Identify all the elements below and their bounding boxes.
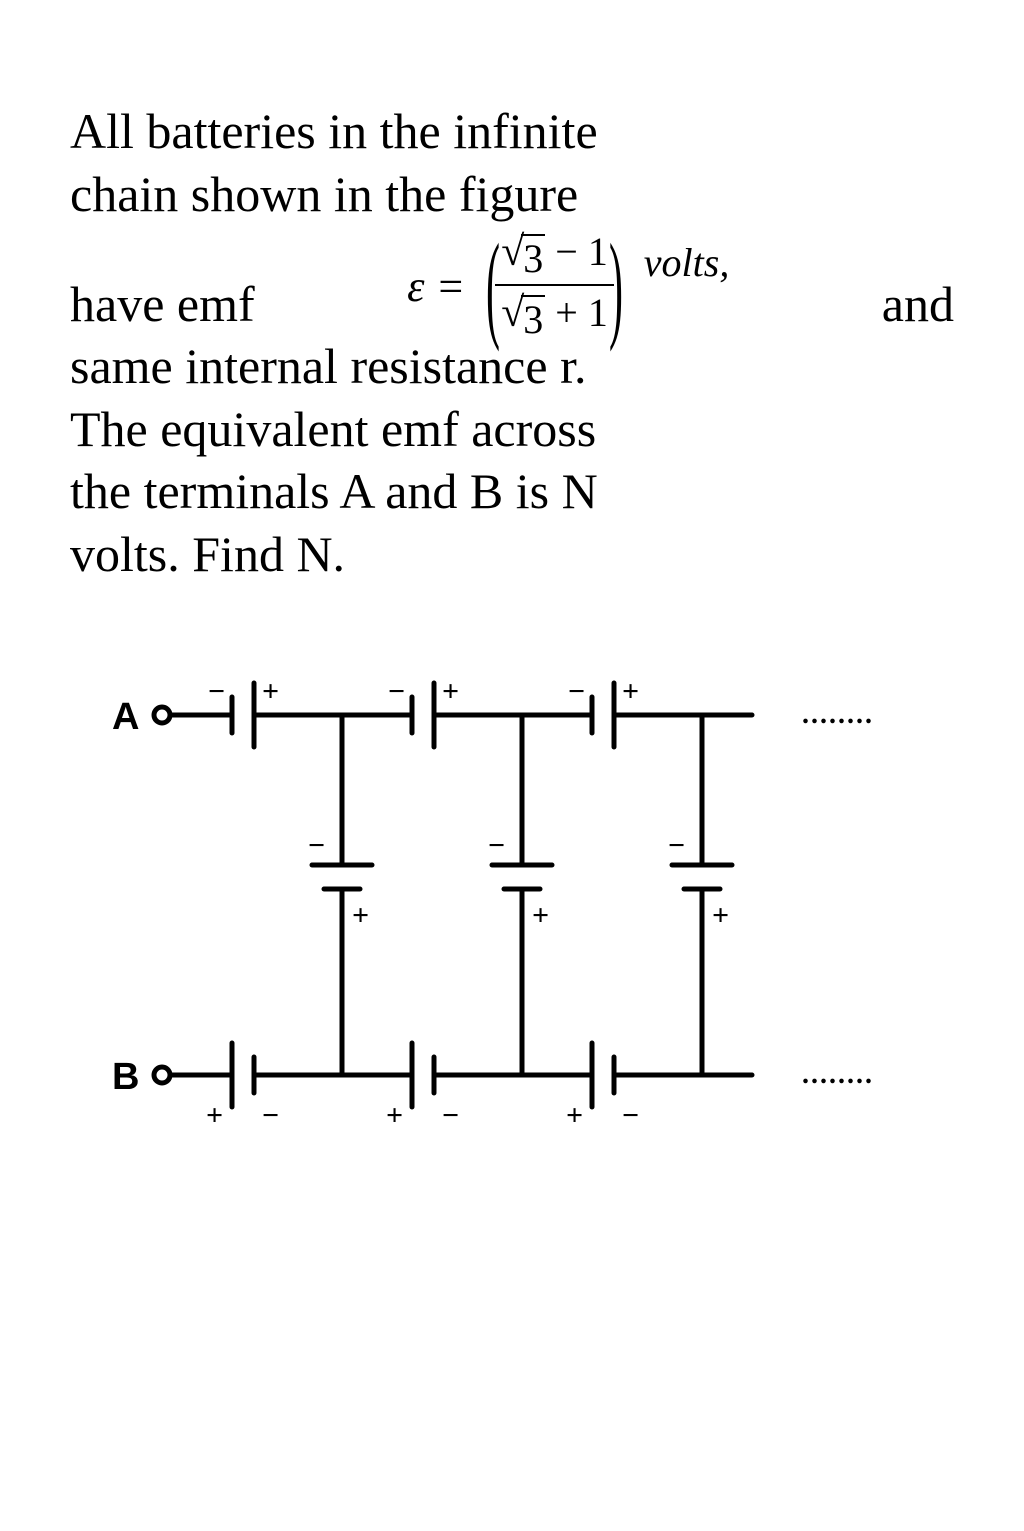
left-paren: ( xyxy=(486,238,500,334)
volts-label: volts, xyxy=(644,239,730,286)
text-line-4: The equivalent emf across xyxy=(70,398,954,461)
circuit-diagram: A − + − + − + ........ xyxy=(102,645,922,1165)
text-line-2: chain shown in the figure xyxy=(70,163,954,226)
text-line-5: the terminals A and B is N xyxy=(70,460,954,523)
svg-text:+: + xyxy=(712,899,729,932)
svg-text:+: + xyxy=(206,1099,223,1132)
svg-text:+: + xyxy=(442,675,459,708)
right-paren: ) xyxy=(609,238,623,334)
equals-sign: = xyxy=(438,261,463,312)
svg-text:+: + xyxy=(352,899,369,932)
sqrt-numerator: √3 xyxy=(501,231,545,282)
terminal-b-label: B xyxy=(112,1056,139,1098)
svg-text:−: − xyxy=(262,1099,279,1132)
svg-text:−: − xyxy=(622,1099,639,1132)
fraction: √3 − 1 √3 + 1 xyxy=(495,229,614,343)
emf-formula: ε = ( √3 − 1 √3 + 1 ) volts, xyxy=(407,229,729,343)
svg-text:−: − xyxy=(568,675,585,708)
text-line-1: All batteries in the infinite xyxy=(70,100,954,163)
bottom-dots: ........ xyxy=(802,1059,874,1090)
svg-text:−: − xyxy=(488,829,505,862)
epsilon-symbol: ε xyxy=(407,261,424,312)
svg-text:+: + xyxy=(262,675,279,708)
svg-text:+: + xyxy=(532,899,549,932)
terminal-a-label: A xyxy=(112,696,139,738)
text-line-3: same internal resistance r. xyxy=(70,335,954,398)
problem-page: All batteries in the infinite chain show… xyxy=(0,0,1024,1165)
text-line-6: volts. Find N. xyxy=(70,523,954,586)
numerator: √3 − 1 xyxy=(495,229,614,284)
svg-text:−: − xyxy=(208,675,225,708)
and-text: and xyxy=(882,273,954,336)
top-dots: ........ xyxy=(802,699,874,730)
svg-text:+: + xyxy=(386,1099,403,1132)
have-emf-text: have emf xyxy=(70,273,255,336)
svg-text:−: − xyxy=(308,829,325,862)
svg-text:+: + xyxy=(622,675,639,708)
svg-text:−: − xyxy=(668,829,685,862)
svg-text:−: − xyxy=(442,1099,459,1132)
svg-text:+: + xyxy=(566,1099,583,1132)
svg-text:−: − xyxy=(388,675,405,708)
emf-row: have emf ε = ( √3 − 1 √3 + 1 ) volts, xyxy=(70,229,954,335)
